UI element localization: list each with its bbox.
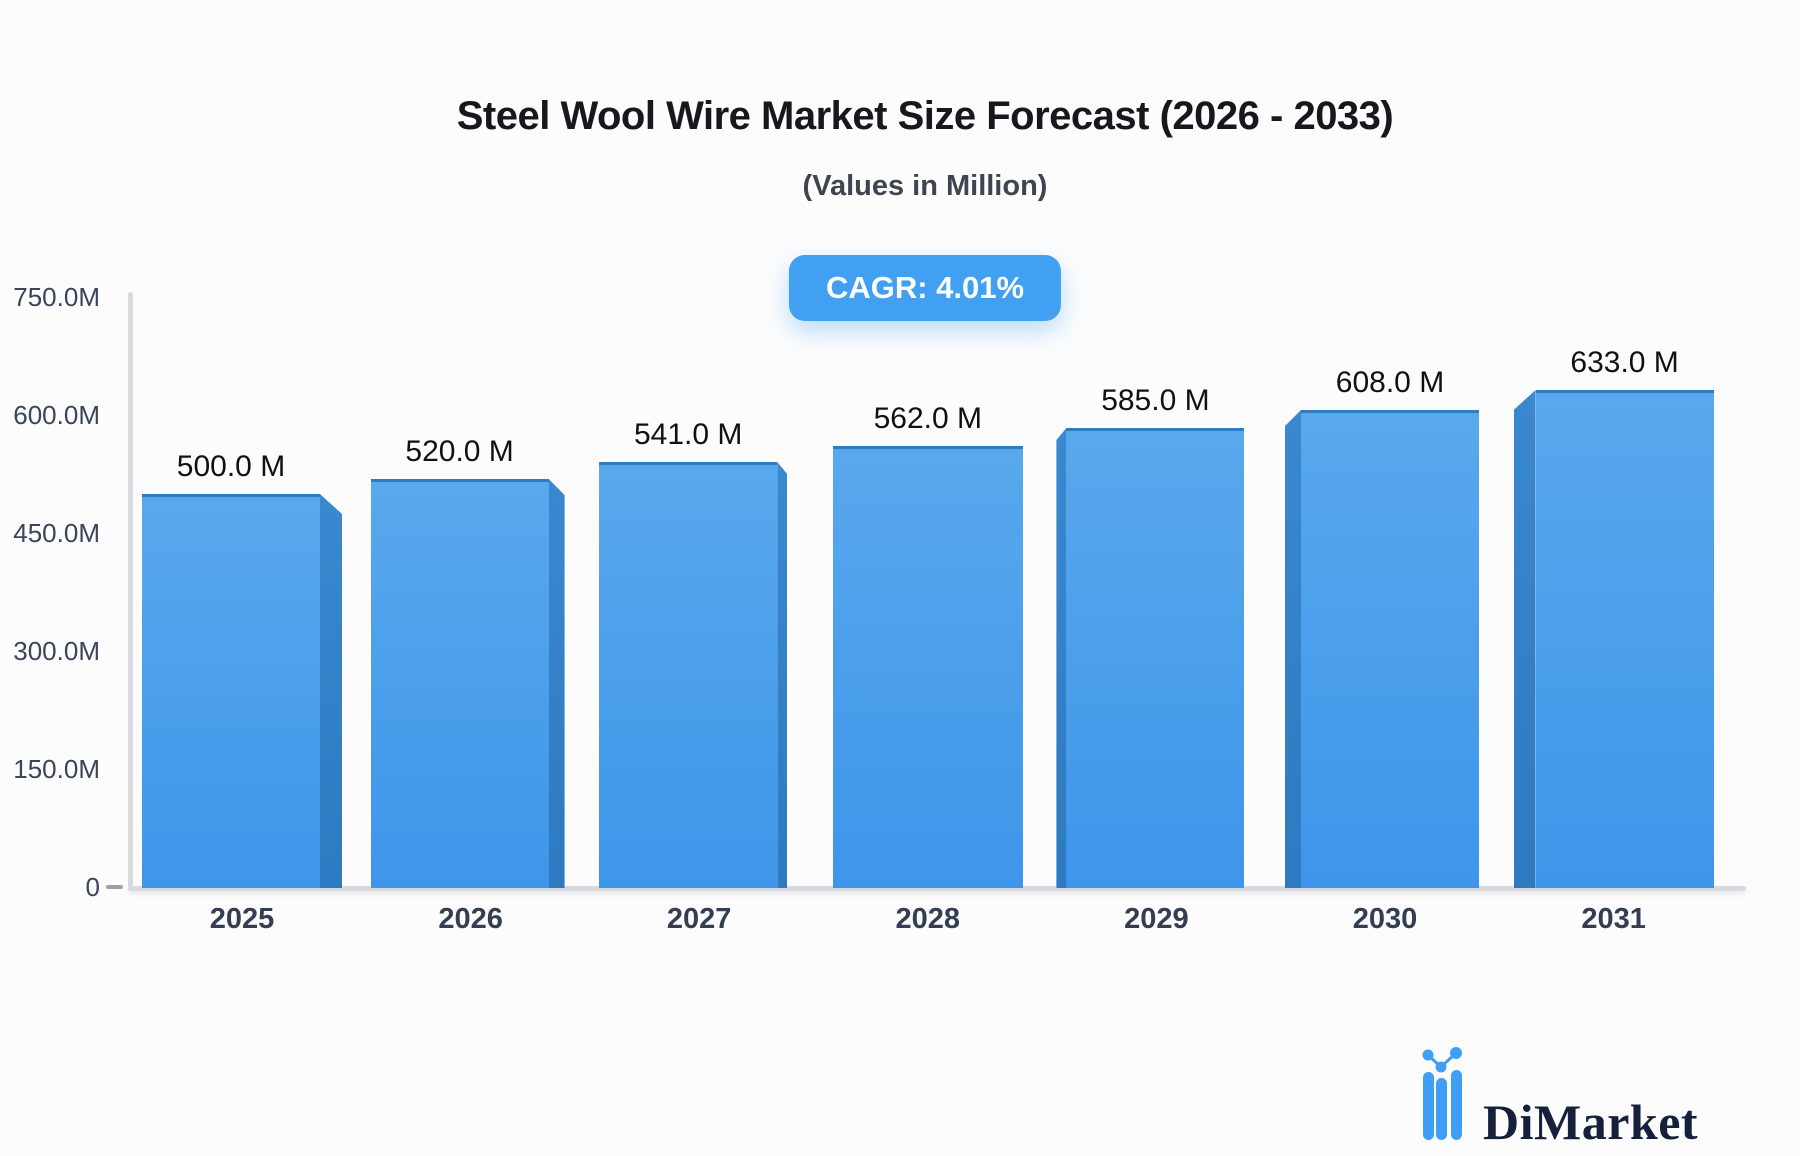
x-axis-label: 2025	[209, 903, 275, 935]
chart-subtitle: (Values in Million)	[802, 170, 1048, 202]
bar-3d-side	[548, 479, 565, 888]
bar-value-label: 520.0 M	[405, 435, 514, 468]
y-tick-label: 600.0M	[13, 399, 100, 430]
bar	[599, 462, 778, 888]
bar	[1066, 428, 1245, 888]
x-axis-label: 2030	[1352, 903, 1418, 935]
x-axis-label: 2031	[1581, 903, 1646, 935]
bar-3d-side	[320, 494, 342, 888]
y-tick-label: 750.0M	[13, 281, 100, 312]
bar-value-label: 541.0 M	[633, 418, 743, 451]
bar-line-chart-icon	[1422, 1047, 1462, 1140]
bar-value-label: 608.0 M	[1335, 366, 1445, 399]
y-tick-label: 300.0M	[13, 635, 100, 666]
zero-tick-mark	[106, 885, 123, 889]
y-axis-line	[128, 292, 133, 888]
bar-3d-side	[777, 462, 788, 888]
bar	[832, 446, 1023, 888]
bar	[1301, 410, 1479, 888]
brand-name: DiMarket	[1483, 1094, 1699, 1150]
bar-value-label: 585.0 M	[1101, 384, 1210, 417]
x-axis-baseline	[128, 886, 1746, 891]
bar	[142, 494, 320, 888]
bar-3d-side	[1056, 428, 1067, 888]
y-tick-label: 150.0M	[13, 753, 100, 784]
cagr-badge: CAGR: 4.01%	[788, 255, 1062, 321]
x-axis-label: 2027	[666, 903, 732, 935]
bar-3d-side	[1285, 410, 1301, 888]
x-axis-label: 2029	[1124, 903, 1189, 935]
bar-value-label: 562.0 M	[873, 402, 982, 435]
chart-title: Steel Wool Wire Market Size Forecast (20…	[456, 94, 1394, 138]
bar	[370, 479, 549, 888]
y-tick-label: 450.0M	[13, 517, 100, 548]
x-axis-label: 2026	[438, 903, 503, 935]
y-tick-label: 0	[85, 872, 100, 902]
bar-value-label: 500.0 M	[176, 450, 286, 483]
x-axis-label: 2028	[895, 903, 961, 935]
brand-logo: DiMarket	[1418, 1046, 1699, 1150]
bar	[1535, 390, 1714, 888]
bar-value-label: 633.0 M	[1570, 346, 1679, 379]
bar-3d-side	[1513, 390, 1536, 888]
